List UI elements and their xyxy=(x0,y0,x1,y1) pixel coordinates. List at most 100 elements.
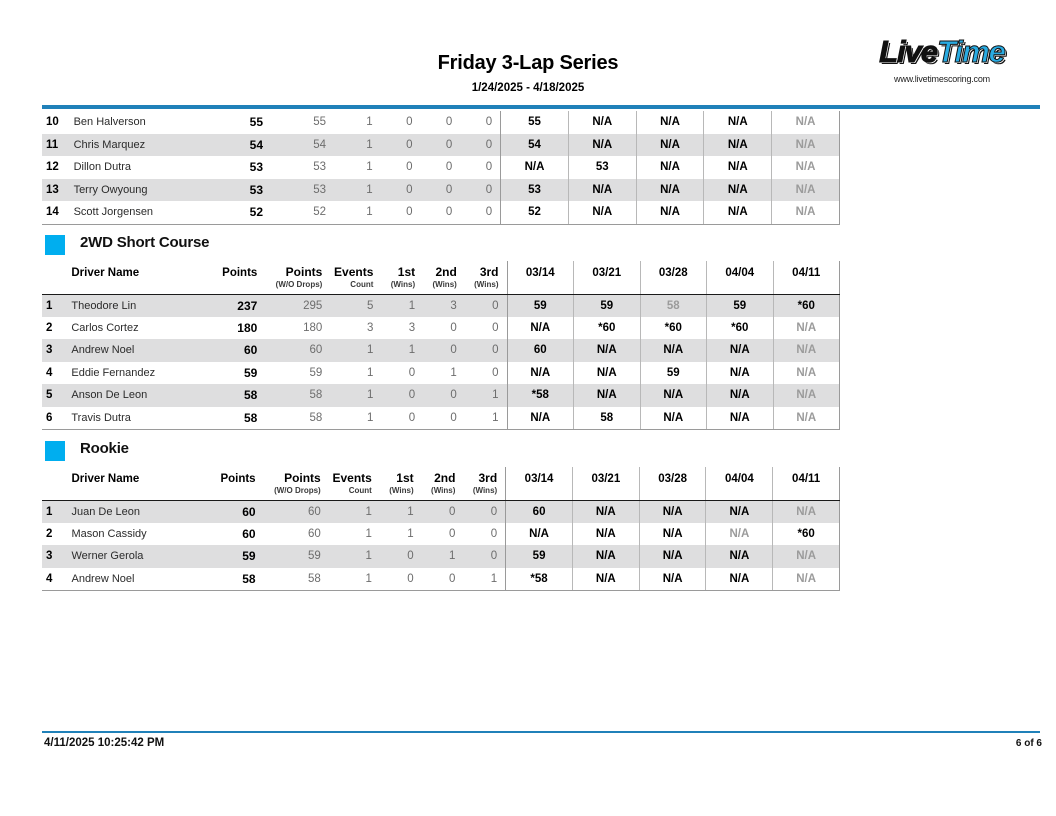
row-event-score: N/A xyxy=(703,178,773,201)
row-third: 0 xyxy=(464,294,508,317)
row-event-score: N/A xyxy=(773,406,841,429)
table-row: 5 Anson De Leon 58 58 1 0 0 1 *58 N/A N/A N/A N/A xyxy=(42,384,841,407)
row-event-score: N/A xyxy=(636,201,705,224)
row-first: 0 xyxy=(407,550,414,563)
row-event-score: N/A xyxy=(703,111,773,134)
row-position: 2 xyxy=(46,321,53,334)
row-first: 3 xyxy=(408,321,416,334)
row-events: 1 xyxy=(367,366,374,379)
row-points: 52 xyxy=(249,205,263,220)
subheader-spacer-name xyxy=(71,280,200,294)
row-first: 0 xyxy=(406,206,413,219)
row-event-score: N/A xyxy=(640,339,708,362)
header-date-04-04: 04/04 xyxy=(706,260,774,280)
header-rule xyxy=(42,499,840,501)
standings-table: Driver Name Points Points Events 1st 2nd 3rd 03… xyxy=(42,260,841,431)
row-points: 54 xyxy=(249,137,263,152)
row-event-score: N/A xyxy=(636,133,705,156)
header-divider xyxy=(42,105,1040,109)
section-heading: Rookie xyxy=(42,438,840,464)
row-points-wo-drops: 58 xyxy=(309,411,323,424)
row-points-wo-drops: 54 xyxy=(313,138,327,151)
table-row: 3 Andrew Noel 60 60 1 1 0 0 60 N/A N/A N/A N/A xyxy=(42,339,841,362)
row-events: 1 xyxy=(366,161,373,174)
row-points: 60 xyxy=(242,526,256,541)
row-points: 180 xyxy=(237,320,258,335)
row-third: 0 xyxy=(463,522,507,545)
row-event-score: N/A xyxy=(573,339,641,362)
footer-page-number: 6 of 6 xyxy=(1015,738,1042,749)
row-driver-name: Theodore Lin xyxy=(71,299,137,312)
livetime-logo-icon: LiveTime xyxy=(842,36,1042,68)
row-position: 1 xyxy=(46,505,53,518)
row-event-score: N/A xyxy=(772,567,840,590)
row-event-score: N/A xyxy=(773,339,841,362)
subheader-date xyxy=(507,279,575,294)
row-event-score: N/A xyxy=(773,384,841,407)
row-first: 0 xyxy=(406,161,413,174)
row-points: 53 xyxy=(249,160,263,175)
row-event-score: N/A xyxy=(706,361,774,384)
row-position: 11 xyxy=(46,138,59,151)
subheader-date xyxy=(639,485,707,500)
row-event-score: N/A xyxy=(773,316,841,339)
row-event-score: *60 xyxy=(773,294,841,317)
table-row: 1 Juan De Leon 60 60 1 1 0 0 60 N/A N/A N/A N/A xyxy=(42,500,840,523)
footer-divider xyxy=(42,731,1040,733)
row-third: 0 xyxy=(464,316,508,339)
row-event-score: N/A xyxy=(706,339,774,362)
row-events: 1 xyxy=(366,138,373,151)
header-points: Points xyxy=(220,472,256,485)
row-event-score: N/A xyxy=(771,133,840,156)
row-event-score: N/A xyxy=(639,522,707,545)
subheader-points-wo-drops: (W/O Drops) xyxy=(275,279,323,289)
row-event-score: N/A xyxy=(572,522,640,545)
row-event-score: N/A xyxy=(703,156,773,179)
row-event-score: 55 xyxy=(500,111,569,134)
header-date-04-11: 04/11 xyxy=(772,466,840,486)
row-third: 0 xyxy=(460,156,502,179)
section-marker-icon xyxy=(45,234,65,255)
row-event-score: N/A xyxy=(640,406,708,429)
row-event-score: N/A xyxy=(771,111,840,134)
header-date-03-14: 03/14 xyxy=(507,260,575,280)
row-third: 1 xyxy=(464,406,508,429)
row-event-score: N/A xyxy=(572,500,640,523)
row-second: 0 xyxy=(449,505,456,518)
row-event-score: 58 xyxy=(640,294,708,317)
row-events: 1 xyxy=(367,344,374,357)
row-event-score: N/A xyxy=(705,522,774,545)
row-event-score: *60 xyxy=(772,522,840,545)
subheader-spacer-name xyxy=(71,486,198,500)
row-points-wo-drops: 295 xyxy=(303,299,323,312)
row-event-score: N/A xyxy=(703,133,773,156)
row-third: 1 xyxy=(464,384,508,407)
table-subheader-row: (W/O Drops) Count (Wins) (Wins) (Wins) xyxy=(42,485,840,500)
row-event-score: N/A xyxy=(636,111,705,134)
header-driver-name: Driver Name xyxy=(71,472,140,485)
table-header-row: Driver Name Points Points Events 1st 2nd 3rd 03… xyxy=(42,466,840,486)
row-points: 59 xyxy=(243,365,258,380)
row-event-score: N/A xyxy=(505,522,573,545)
row-driver-name: Andrew Noel xyxy=(71,344,135,357)
row-second: 1 xyxy=(450,366,457,379)
row-event-score: N/A xyxy=(771,201,840,224)
row-event-score: N/A xyxy=(568,111,637,134)
row-first: 1 xyxy=(408,344,416,357)
row-event-score: N/A xyxy=(500,156,569,179)
row-events: 1 xyxy=(367,389,374,402)
row-second: 0 xyxy=(450,344,457,357)
row-event-score: N/A xyxy=(636,178,705,201)
row-event-score: *60 xyxy=(706,316,774,339)
row-second: 0 xyxy=(445,206,453,219)
table-row: 13 Terry Owyoung 53 53 1 0 0 0 53 N/A N/A N/A N/A xyxy=(42,178,840,201)
row-position: 10 xyxy=(46,116,59,129)
row-second: 0 xyxy=(445,183,453,196)
row-event-score: N/A xyxy=(706,406,774,429)
row-events: 3 xyxy=(367,321,374,334)
row-event-score: *58 xyxy=(505,567,573,590)
table-row: 11 Chris Marquez 54 54 1 0 0 0 54 N/A N/A N/A N/A xyxy=(42,133,840,156)
row-third: 0 xyxy=(464,339,508,362)
subheader-third: (Wins) xyxy=(464,279,508,294)
